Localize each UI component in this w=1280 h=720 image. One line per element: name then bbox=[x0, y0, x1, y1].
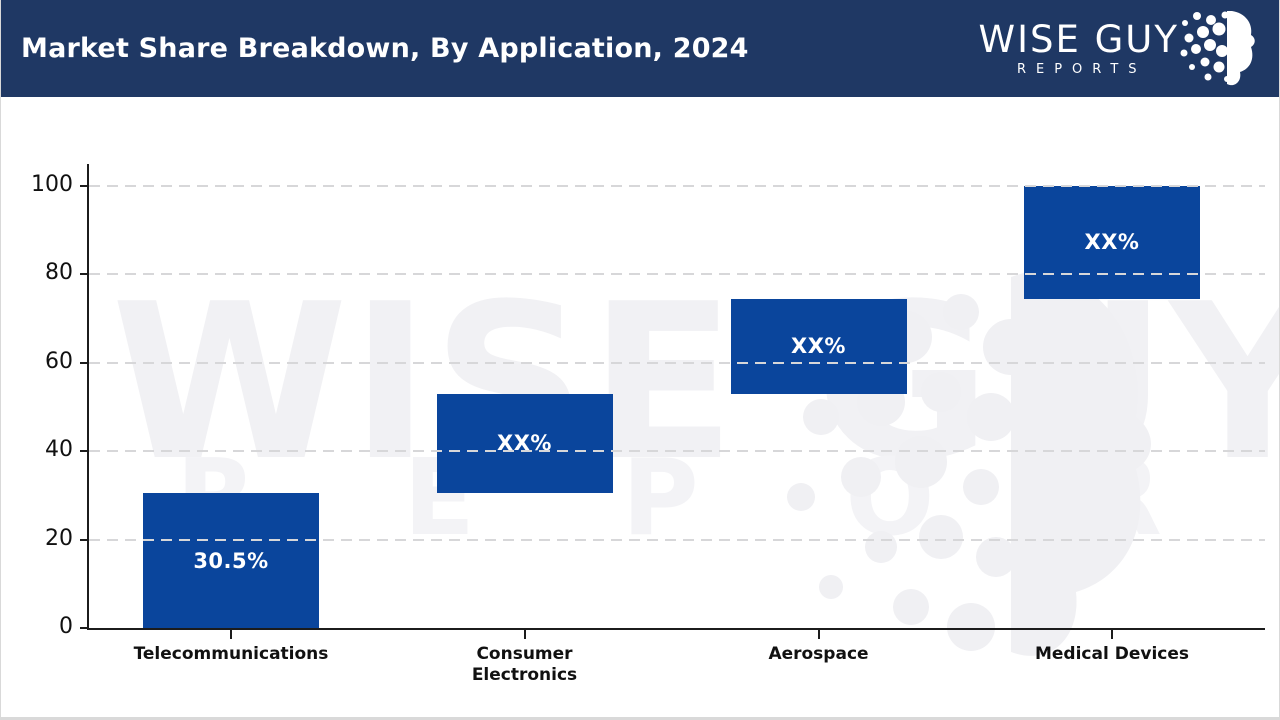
gridline bbox=[89, 361, 1265, 364]
logo-face-icon bbox=[1180, 10, 1255, 85]
y-tick-mark bbox=[80, 450, 89, 453]
bar: 30.5% bbox=[143, 493, 319, 628]
y-tick-mark bbox=[80, 627, 89, 629]
bar-value-label: XX% bbox=[1084, 230, 1140, 255]
x-tick-mark bbox=[230, 630, 232, 639]
x-tick-mark bbox=[523, 630, 526, 639]
logo-title-text: WISE GUY bbox=[978, 18, 1179, 61]
x-tick-mark bbox=[1111, 630, 1113, 639]
y-tick-mark bbox=[80, 538, 89, 541]
bar: XX% bbox=[436, 393, 613, 494]
y-tick-mark bbox=[80, 361, 89, 364]
bar: XX% bbox=[1024, 186, 1200, 299]
logo-wordmark: WISE GUY REPORTS bbox=[979, 21, 1179, 76]
header: Market Share Breakdown, By Application, … bbox=[1, 0, 1279, 97]
x-axis-label: Medical Devices bbox=[1034, 644, 1189, 664]
x-axis-line bbox=[87, 628, 1265, 630]
gridline bbox=[89, 450, 1265, 453]
x-tick-mark bbox=[817, 630, 820, 639]
y-tick-label: 20 bbox=[45, 525, 73, 551]
y-tick-label: 0 bbox=[59, 614, 73, 639]
gridline bbox=[89, 538, 1265, 541]
logo-subtitle-text: REPORTS bbox=[1016, 62, 1147, 77]
page-title: Market Share Breakdown, By Application, … bbox=[21, 33, 749, 64]
y-tick-label: 60 bbox=[45, 348, 73, 374]
plot-area: WISE GUY R E P O R T S 02040608010030.5%… bbox=[1, 97, 1279, 717]
y-tick-mark bbox=[80, 185, 89, 187]
y-axis-line bbox=[87, 164, 89, 630]
y-tick-label: 80 bbox=[45, 260, 73, 286]
logo: WISE GUY REPORTS bbox=[979, 7, 1259, 91]
y-tick-label: 40 bbox=[45, 437, 73, 463]
x-axis-label: Telecommunications bbox=[133, 644, 329, 664]
bar-value-label: XX% bbox=[791, 334, 846, 359]
gridline bbox=[89, 273, 1265, 276]
y-tick-mark bbox=[80, 273, 89, 276]
bar: XX% bbox=[730, 298, 907, 394]
x-axis-label: Aerospace bbox=[768, 644, 869, 664]
gridline bbox=[89, 185, 1265, 187]
x-axis-label: Consumer Electronics bbox=[471, 644, 578, 686]
y-tick-label: 100 bbox=[31, 172, 73, 197]
bar-value-label: 30.5% bbox=[193, 548, 269, 573]
